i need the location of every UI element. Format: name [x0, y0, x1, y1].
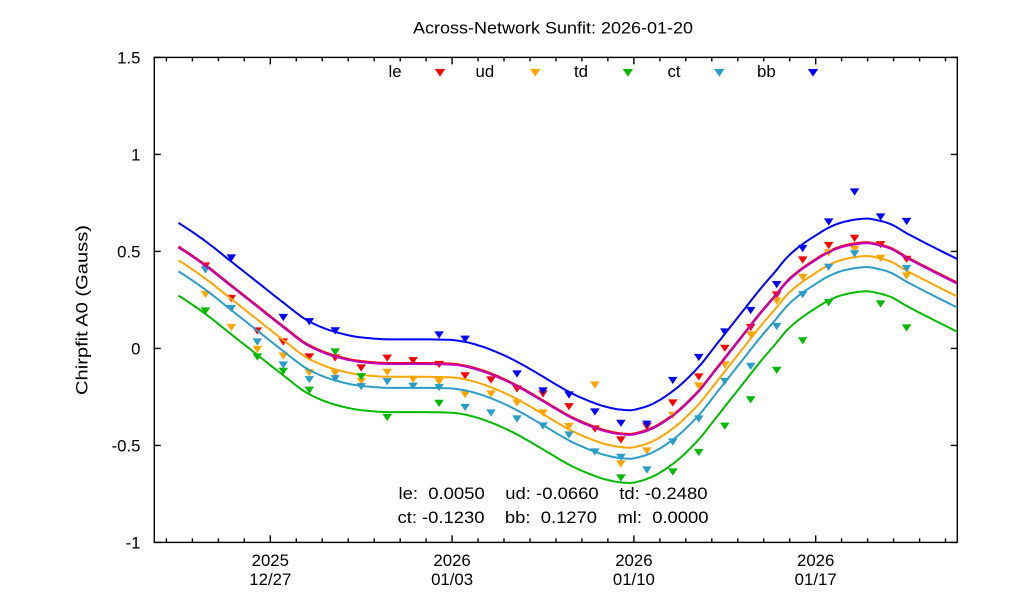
svg-text:le: le [389, 62, 402, 81]
svg-text:01/03: 01/03 [431, 570, 473, 589]
svg-text:bb: bb [757, 62, 776, 81]
svg-text:-0.5: -0.5 [112, 436, 141, 455]
svg-text:0.5: 0.5 [117, 242, 140, 261]
svg-text:Across-Network Sunfit: 2026-01: Across-Network Sunfit: 2026-01-20 [413, 19, 693, 38]
svg-text:td: td [574, 62, 588, 81]
svg-text:ct: ct [668, 62, 681, 81]
svg-text:ct: -0.1230 bb: 0.1270: ct: -0.1230 bb: 0.1270 ml: 0.0000 [398, 508, 709, 527]
svg-text:2026: 2026 [797, 551, 834, 570]
svg-text:2025: 2025 [252, 551, 289, 570]
svg-text:-1: -1 [126, 533, 141, 552]
svg-text:01/10: 01/10 [613, 570, 655, 589]
svg-text:0: 0 [131, 339, 140, 358]
svg-text:1.5: 1.5 [117, 48, 140, 67]
svg-text:12/27: 12/27 [249, 570, 291, 589]
svg-text:2026: 2026 [433, 551, 470, 570]
svg-text:le: 0.0050 ud: -0.0660: le: 0.0050 ud: -0.0660 td: -0.2480 [399, 484, 708, 503]
svg-text:01/17: 01/17 [795, 570, 837, 589]
svg-text:2026: 2026 [615, 551, 652, 570]
svg-text:ud: ud [476, 62, 495, 81]
svg-text:1: 1 [131, 145, 140, 164]
svg-text:Chirpfit A0 (Gauss): Chirpfit A0 (Gauss) [73, 225, 92, 395]
